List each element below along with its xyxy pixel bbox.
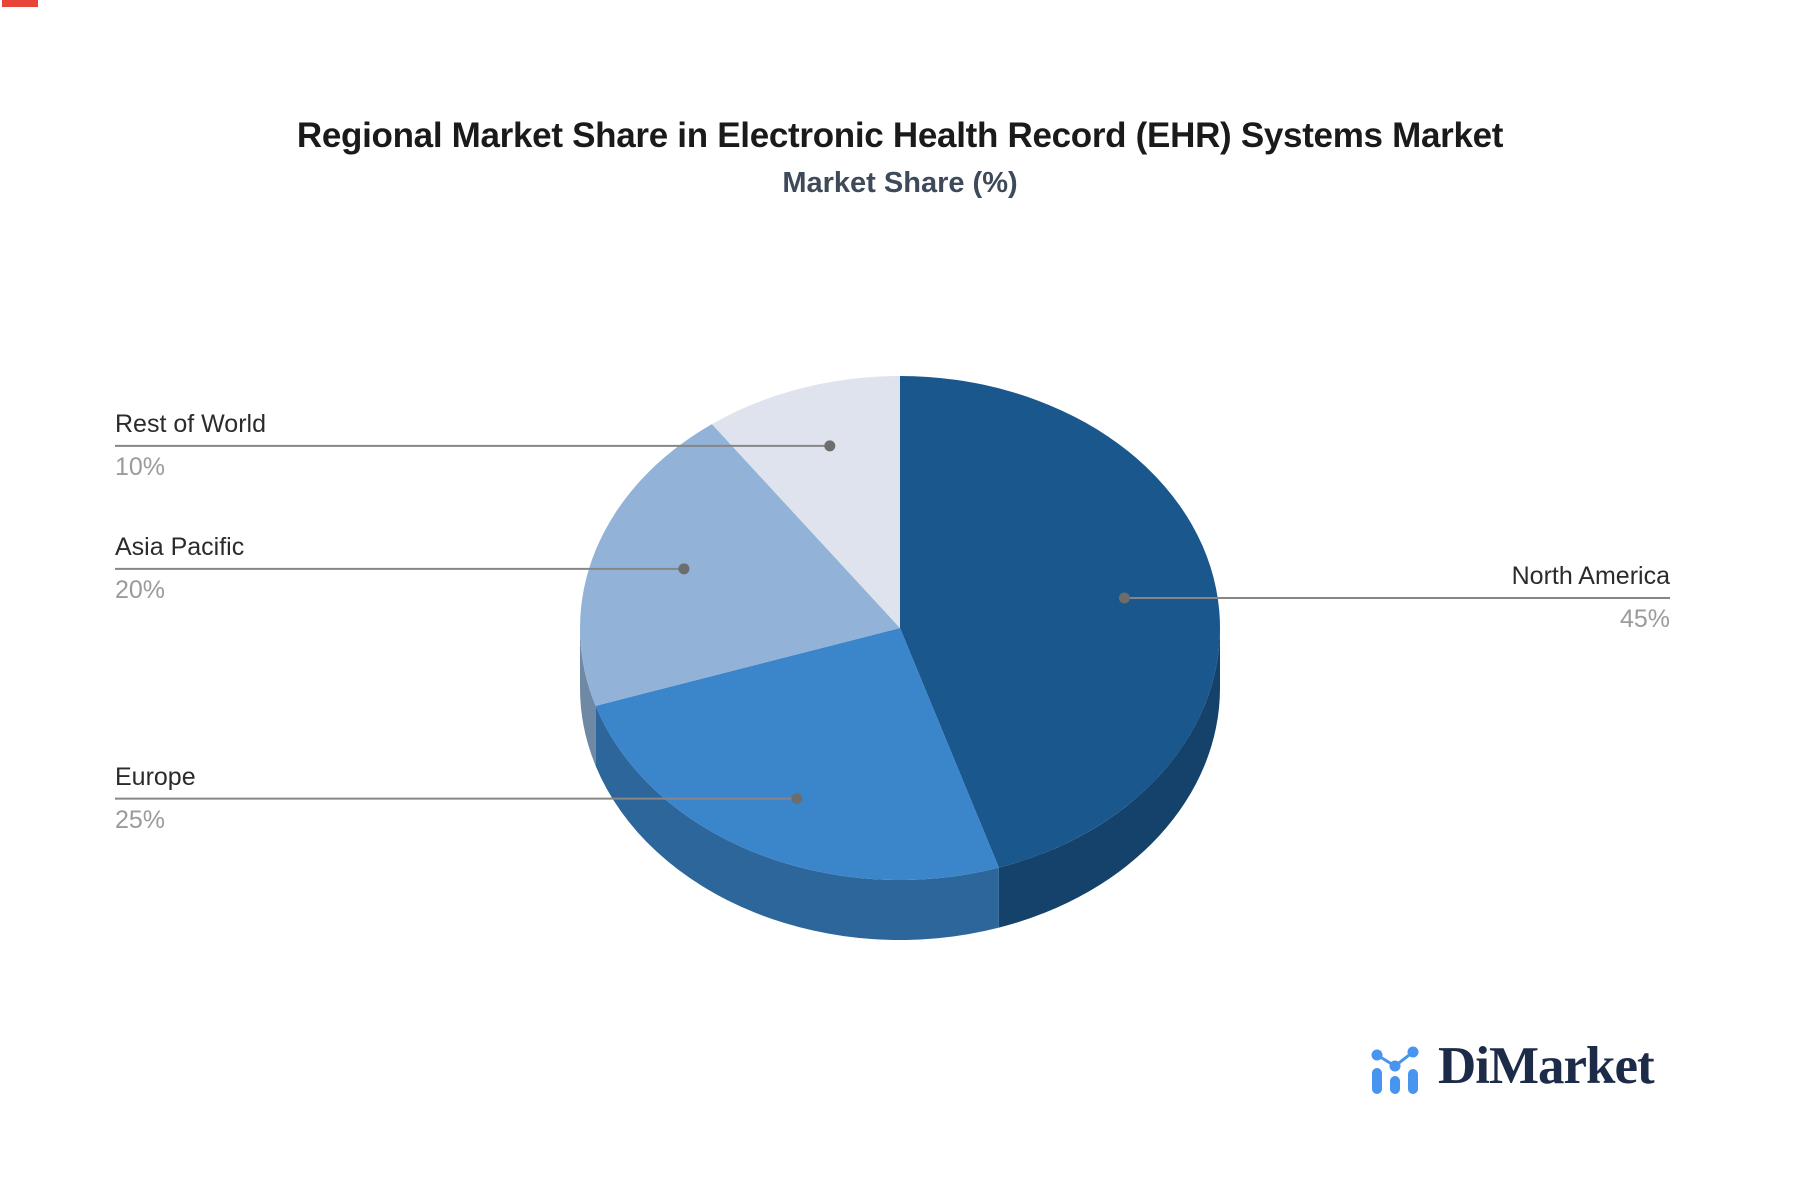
slice-value: 10% [115,452,166,481]
callout-europe: Europe 25% [115,763,196,834]
brand-logo: DiMarket [1368,1036,1655,1096]
slice-label: North America [1511,562,1670,591]
callout-rest-of-world: Rest of World 10% [115,410,266,481]
leader-dot-rest-of-world [824,440,836,452]
pie-slice-side-asia-pacific [580,628,596,766]
screen-corner-artifact [2,0,38,7]
bar-chart-trend-icon [1371,1046,1419,1094]
slice-label: Europe [115,762,196,791]
slice-value: 20% [115,575,166,604]
chart-subtitle: Market Share (%) [782,167,1018,199]
callout-north-america: North America 45% [1512,562,1670,633]
pie-slice-europe[interactable] [595,628,999,881]
brand-name: DiMarket [1438,1037,1655,1095]
slice-label: Rest of World [115,409,266,438]
slice-value: 25% [115,805,166,834]
chart-title: Regional Market Share in Electronic Heal… [296,116,1504,155]
pie-slice-rest-of-world[interactable] [711,376,900,628]
leader-dot-asia-pacific [678,563,690,575]
callout-asia-pacific: Asia Pacific 20% [115,533,244,604]
pie-slice-side-north-america [998,628,1220,928]
slice-label: Asia Pacific [115,532,245,561]
slice-value: 45% [1619,605,1670,634]
leader-dot-north-america [1118,592,1130,604]
pie-slice-side-europe [595,705,999,941]
pie-slice-north-america[interactable] [900,375,1221,868]
leader-dot-europe [791,793,803,805]
pie-slice-asia-pacific[interactable] [580,424,900,706]
